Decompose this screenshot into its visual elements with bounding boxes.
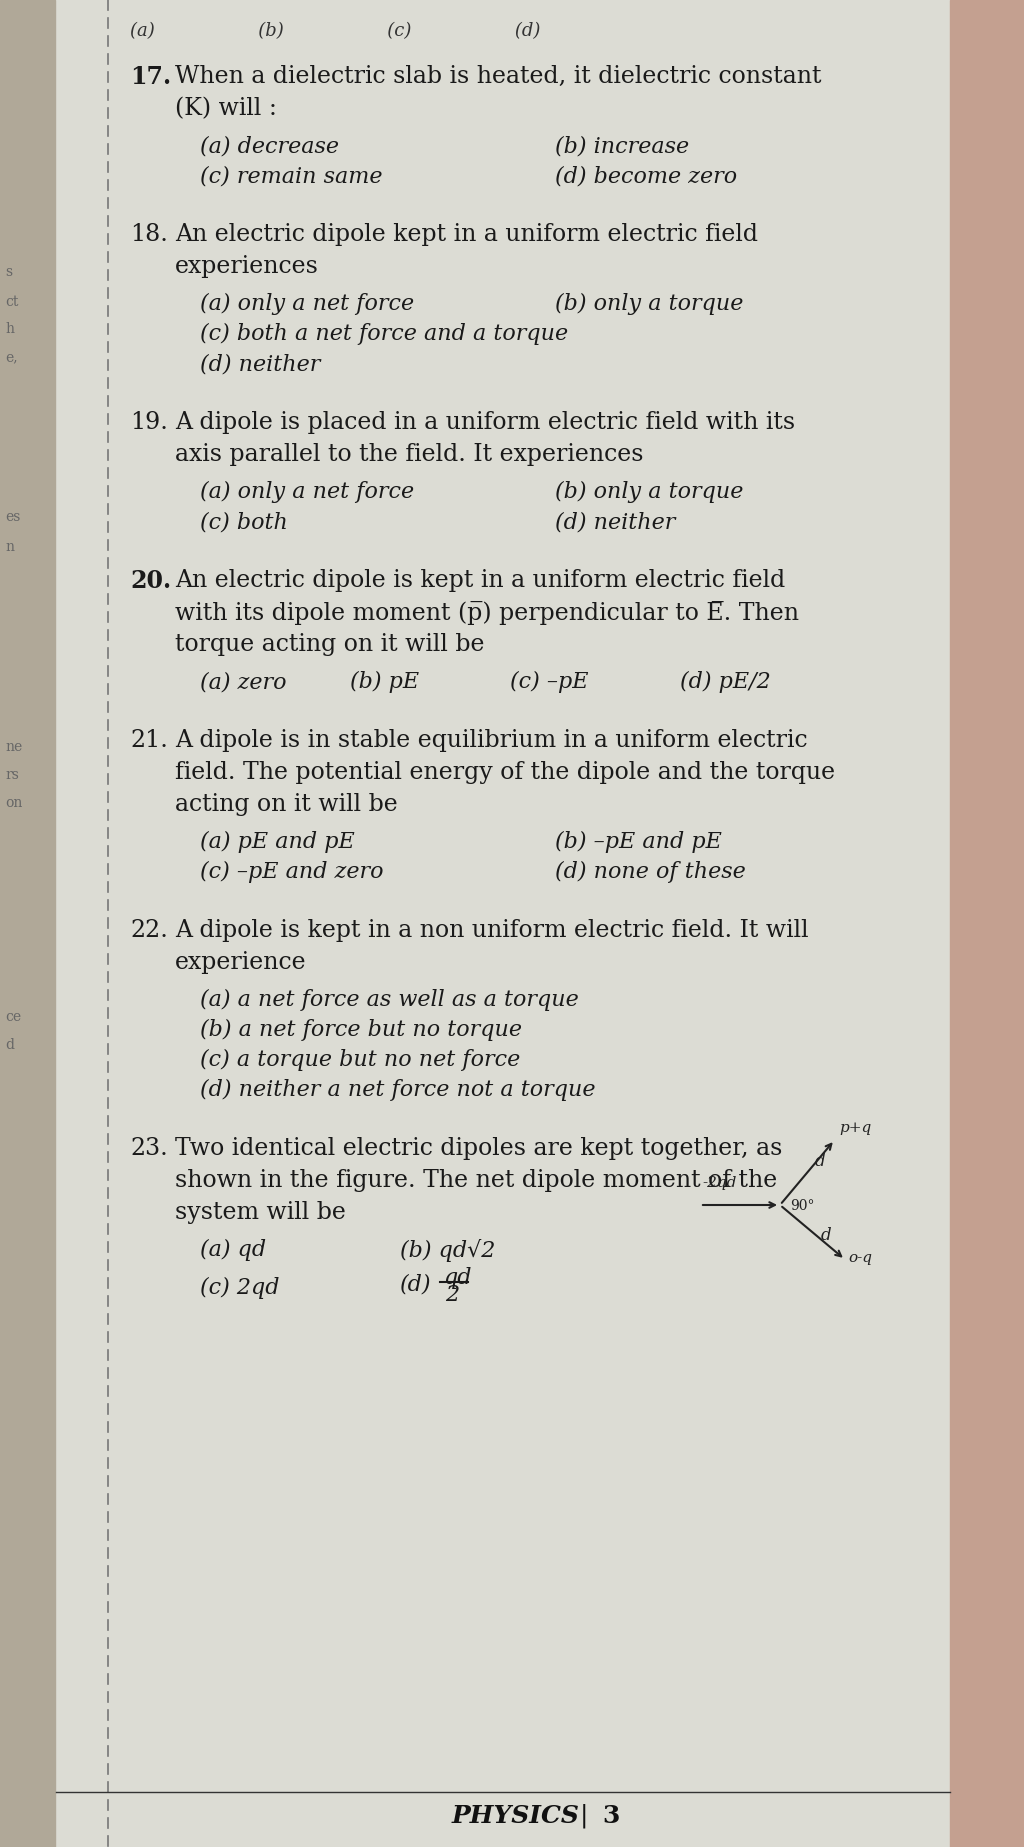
Text: torque acting on it will be: torque acting on it will be <box>175 634 484 656</box>
Text: p+q: p+q <box>840 1121 871 1134</box>
Text: (c) –pE and zero: (c) –pE and zero <box>200 861 384 883</box>
Text: -2qd: -2qd <box>702 1177 736 1189</box>
Text: 22.: 22. <box>130 920 168 942</box>
Text: (b) only a torque: (b) only a torque <box>555 480 743 502</box>
Text: 21.: 21. <box>130 730 168 752</box>
Text: (d) become zero: (d) become zero <box>555 164 737 187</box>
Text: system will be: system will be <box>175 1201 346 1225</box>
Text: e,: e, <box>5 349 17 364</box>
Text: (c) both: (c) both <box>200 512 288 534</box>
Text: ce: ce <box>5 1010 22 1023</box>
Text: s: s <box>5 264 12 279</box>
Text: (a) only a net force: (a) only a net force <box>200 294 414 316</box>
Text: experiences: experiences <box>175 255 318 279</box>
Text: d: d <box>5 1038 14 1053</box>
Text: (c) a torque but no net force: (c) a torque but no net force <box>200 1049 520 1071</box>
Text: (b) pE: (b) pE <box>350 670 419 693</box>
Text: A dipole is in stable equilibrium in a uniform electric: A dipole is in stable equilibrium in a u… <box>175 730 808 752</box>
Text: h: h <box>5 321 14 336</box>
Text: (a) a net force as well as a torque: (a) a net force as well as a torque <box>200 988 579 1010</box>
Text: o-q: o-q <box>848 1250 872 1265</box>
Text: 18.: 18. <box>130 223 168 246</box>
Text: acting on it will be: acting on it will be <box>175 792 397 816</box>
Text: d: d <box>815 1153 825 1171</box>
Text: (d) neither: (d) neither <box>200 353 321 375</box>
Text: (a) only a net force: (a) only a net force <box>200 480 414 502</box>
Text: A dipole is placed in a uniform electric field with its: A dipole is placed in a uniform electric… <box>175 412 795 434</box>
Text: axis parallel to the field. It experiences: axis parallel to the field. It experienc… <box>175 443 643 465</box>
Text: 3: 3 <box>602 1805 620 1829</box>
Text: (c) –pE: (c) –pE <box>510 670 589 693</box>
Text: |: | <box>580 1805 589 1829</box>
Text: (a) qd: (a) qd <box>200 1239 266 1262</box>
Text: 90°: 90° <box>790 1199 814 1213</box>
Text: 20.: 20. <box>130 569 171 593</box>
Text: (c) remain same: (c) remain same <box>200 164 383 187</box>
Text: d: d <box>821 1226 831 1245</box>
Text: 19.: 19. <box>130 412 168 434</box>
Bar <box>0 0 55 1847</box>
Text: ct: ct <box>5 296 18 308</box>
Text: An electric dipole kept in a uniform electric field: An electric dipole kept in a uniform ele… <box>175 223 758 246</box>
Text: (d) neither: (d) neither <box>555 512 676 534</box>
Text: (b) increase: (b) increase <box>555 135 689 157</box>
Text: with its dipole moment (p̅) perpendicular to E̅. Then: with its dipole moment (p̅) perpendicula… <box>175 600 799 624</box>
Text: (a) decrease: (a) decrease <box>200 135 339 157</box>
Text: (c) 2qd: (c) 2qd <box>200 1276 280 1298</box>
Text: (b) only a torque: (b) only a torque <box>555 294 743 316</box>
Text: field. The potential energy of the dipole and the torque: field. The potential energy of the dipol… <box>175 761 836 783</box>
Text: 17.: 17. <box>130 65 171 89</box>
Text: (a) pE and pE: (a) pE and pE <box>200 831 354 853</box>
Text: Two identical electric dipoles are kept together, as: Two identical electric dipoles are kept … <box>175 1138 782 1160</box>
Text: A dipole is kept in a non uniform electric field. It will: A dipole is kept in a non uniform electr… <box>175 920 809 942</box>
Text: es: es <box>5 510 20 525</box>
Text: When a dielectric slab is heated, it dielectric constant: When a dielectric slab is heated, it die… <box>175 65 821 89</box>
Bar <box>950 0 1024 1847</box>
Text: shown in the figure. The net dipole moment of the: shown in the figure. The net dipole mome… <box>175 1169 777 1191</box>
Text: qd: qd <box>443 1267 471 1289</box>
Text: (b) a net force but no torque: (b) a net force but no torque <box>200 1020 522 1042</box>
Text: (c) both a net force and a torque: (c) both a net force and a torque <box>200 323 568 345</box>
Text: 2: 2 <box>445 1284 459 1306</box>
Text: rs: rs <box>5 768 18 781</box>
Text: experience: experience <box>175 951 306 973</box>
Text: An electric dipole is kept in a uniform electric field: An electric dipole is kept in a uniform … <box>175 569 785 593</box>
Text: ne: ne <box>5 741 23 754</box>
Text: (b) qd√2: (b) qd√2 <box>400 1239 496 1262</box>
Text: (d) none of these: (d) none of these <box>555 861 745 883</box>
Text: (a)                  (b)                  (c)                  (d): (a) (b) (c) (d) <box>130 22 541 41</box>
Text: (d): (d) <box>400 1273 431 1295</box>
Text: n: n <box>5 539 14 554</box>
Text: on: on <box>5 796 23 811</box>
Text: (K) will :: (K) will : <box>175 98 276 120</box>
Text: (b) –pE and pE: (b) –pE and pE <box>555 831 722 853</box>
Text: 23.: 23. <box>130 1138 168 1160</box>
Text: PHYSICS: PHYSICS <box>452 1805 580 1829</box>
Text: (d) pE/2: (d) pE/2 <box>680 670 771 693</box>
Text: (a) zero: (a) zero <box>200 670 287 693</box>
Text: (d) neither a net force not a torque: (d) neither a net force not a torque <box>200 1079 596 1101</box>
